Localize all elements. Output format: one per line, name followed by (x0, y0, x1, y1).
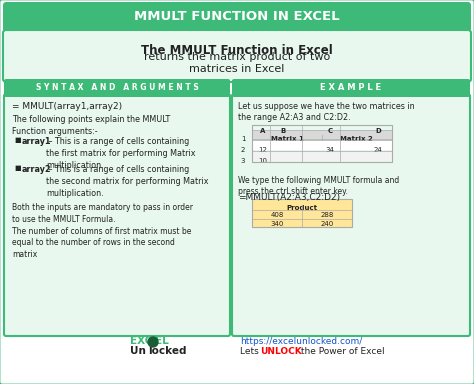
Text: The MMULT Function in Excel: The MMULT Function in Excel (141, 43, 333, 56)
Text: 3: 3 (241, 158, 245, 164)
FancyBboxPatch shape (252, 199, 352, 227)
FancyBboxPatch shape (232, 79, 470, 97)
FancyBboxPatch shape (4, 94, 230, 336)
Text: 340: 340 (270, 221, 283, 227)
FancyBboxPatch shape (232, 94, 470, 336)
Text: 10: 10 (258, 158, 267, 164)
Text: D: D (375, 128, 381, 134)
Text: locked: locked (148, 346, 186, 356)
FancyBboxPatch shape (4, 79, 230, 97)
FancyBboxPatch shape (252, 130, 392, 139)
Text: array1: array1 (22, 137, 52, 146)
Text: 24: 24 (374, 147, 383, 153)
Text: EXC: EXC (130, 336, 152, 346)
FancyBboxPatch shape (252, 152, 392, 161)
Text: UNLOCK: UNLOCK (260, 348, 302, 356)
Text: B: B (281, 128, 286, 134)
Text: Both the inputs are mandatory to pass in order
to use the MMULT Formula.
The num: Both the inputs are mandatory to pass in… (12, 203, 193, 259)
FancyBboxPatch shape (3, 2, 471, 32)
Text: Matrix 2: Matrix 2 (340, 136, 373, 142)
Text: A: A (260, 128, 266, 134)
Text: The following points explain the MMULT
Function arguments:-: The following points explain the MMULT F… (12, 115, 170, 136)
Text: https://excelunlocked.com/: https://excelunlocked.com/ (240, 336, 362, 346)
Text: returns the matrix product of two
matrices in Excel: returns the matrix product of two matric… (144, 52, 330, 74)
Text: ■: ■ (14, 165, 21, 171)
FancyBboxPatch shape (252, 141, 392, 150)
Text: 408: 408 (270, 212, 283, 218)
Text: 1: 1 (241, 136, 245, 142)
Text: 240: 240 (320, 221, 334, 227)
Text: Product: Product (286, 205, 318, 211)
Circle shape (148, 337, 158, 347)
Text: =MMULT(A2:A3,C2:D2): =MMULT(A2:A3,C2:D2) (238, 193, 340, 202)
Text: We type the following MMULT formula and
press the ctrl shift enter key.: We type the following MMULT formula and … (238, 176, 399, 196)
Text: Matrix 1: Matrix 1 (271, 136, 303, 142)
Text: Let us suppose we have the two matrices in
the range A2:A3 and C2:D2.: Let us suppose we have the two matrices … (238, 102, 415, 122)
FancyBboxPatch shape (3, 30, 471, 82)
Text: 288: 288 (320, 212, 334, 218)
Text: MMULT FUNCTION IN EXCEL: MMULT FUNCTION IN EXCEL (134, 10, 340, 23)
Text: C: C (328, 128, 333, 134)
Text: S Y N T A X   A N D   A R G U M E N T S: S Y N T A X A N D A R G U M E N T S (36, 83, 199, 93)
Text: ■: ■ (14, 137, 21, 143)
Text: the Power of Excel: the Power of Excel (298, 348, 384, 356)
Text: 2: 2 (241, 147, 245, 153)
Text: 34: 34 (326, 147, 335, 153)
Text: Lets: Lets (240, 348, 262, 356)
Text: 12: 12 (258, 147, 267, 153)
Text: – This is a range of cells containing
the second matrix for performing Matrix
mu: – This is a range of cells containing th… (46, 165, 209, 198)
Text: array2: array2 (22, 165, 52, 174)
Text: = MMULT(array1,array2): = MMULT(array1,array2) (12, 102, 122, 111)
Text: – This is a range of cells containing
the first matrix for performing Matrix
mul: – This is a range of cells containing th… (46, 137, 195, 170)
Text: EL: EL (155, 336, 169, 346)
Text: Un: Un (130, 346, 146, 356)
Text: E X A M P L E: E X A M P L E (320, 83, 382, 93)
